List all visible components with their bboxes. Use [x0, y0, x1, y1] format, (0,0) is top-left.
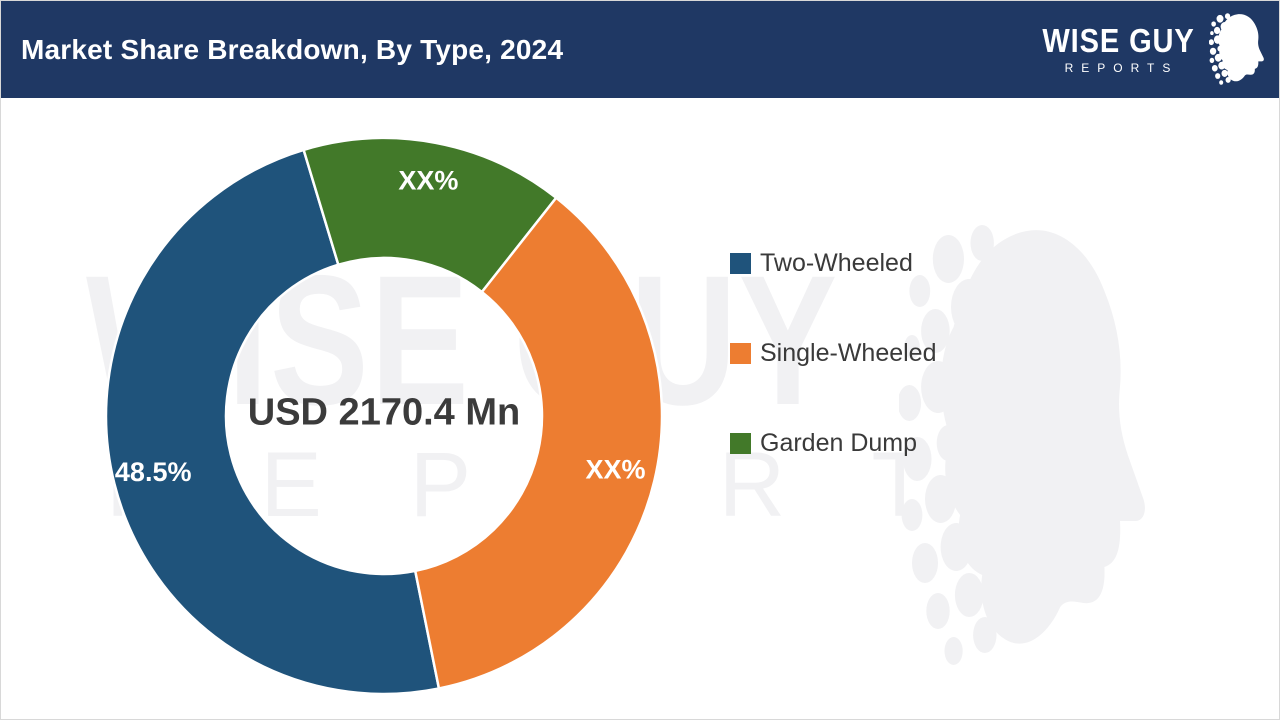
legend-item-two-wheeled: Two-Wheeled [730, 248, 937, 278]
legend-swatch [730, 432, 751, 454]
donut-slice-two-wheeled [104, 148, 441, 696]
watermark-face-icon [899, 225, 1145, 665]
legend-swatch [730, 342, 751, 364]
brand-logo: WISE GUY REPORTS [1032, 11, 1267, 89]
slice-label: XX% [398, 165, 458, 195]
brand-subtitle: REPORTS [1064, 61, 1179, 75]
wiseguy-face-icon [1209, 12, 1264, 85]
slice-label: XX% [585, 454, 645, 484]
donut-slice-garden-dump [302, 136, 558, 294]
legend-item-single-wheeled: Single-Wheeled [730, 338, 937, 368]
chart-center-value: USD 2170.4 Mn [247, 391, 521, 434]
donut-chart: 48.5% XX% XX% [104, 136, 664, 696]
brand-name: WISE GUY [1042, 22, 1195, 59]
chart-legend: Two-Wheeled Single-Wheeled Garden Dump [730, 248, 937, 518]
legend-label: Single-Wheeled [760, 338, 937, 367]
legend-label: Garden Dump [760, 428, 918, 457]
slice-label: 48.5% [115, 457, 192, 487]
legend-swatch [730, 252, 751, 274]
page-title: Market Share Breakdown, By Type, 2024 [21, 33, 564, 65]
header-bar: Market Share Breakdown, By Type, 2024 WI… [1, 1, 1279, 98]
legend-label: Two-Wheeled [760, 248, 913, 277]
legend-item-garden-dump: Garden Dump [730, 428, 937, 458]
donut-slice-single-wheeled [413, 196, 664, 690]
